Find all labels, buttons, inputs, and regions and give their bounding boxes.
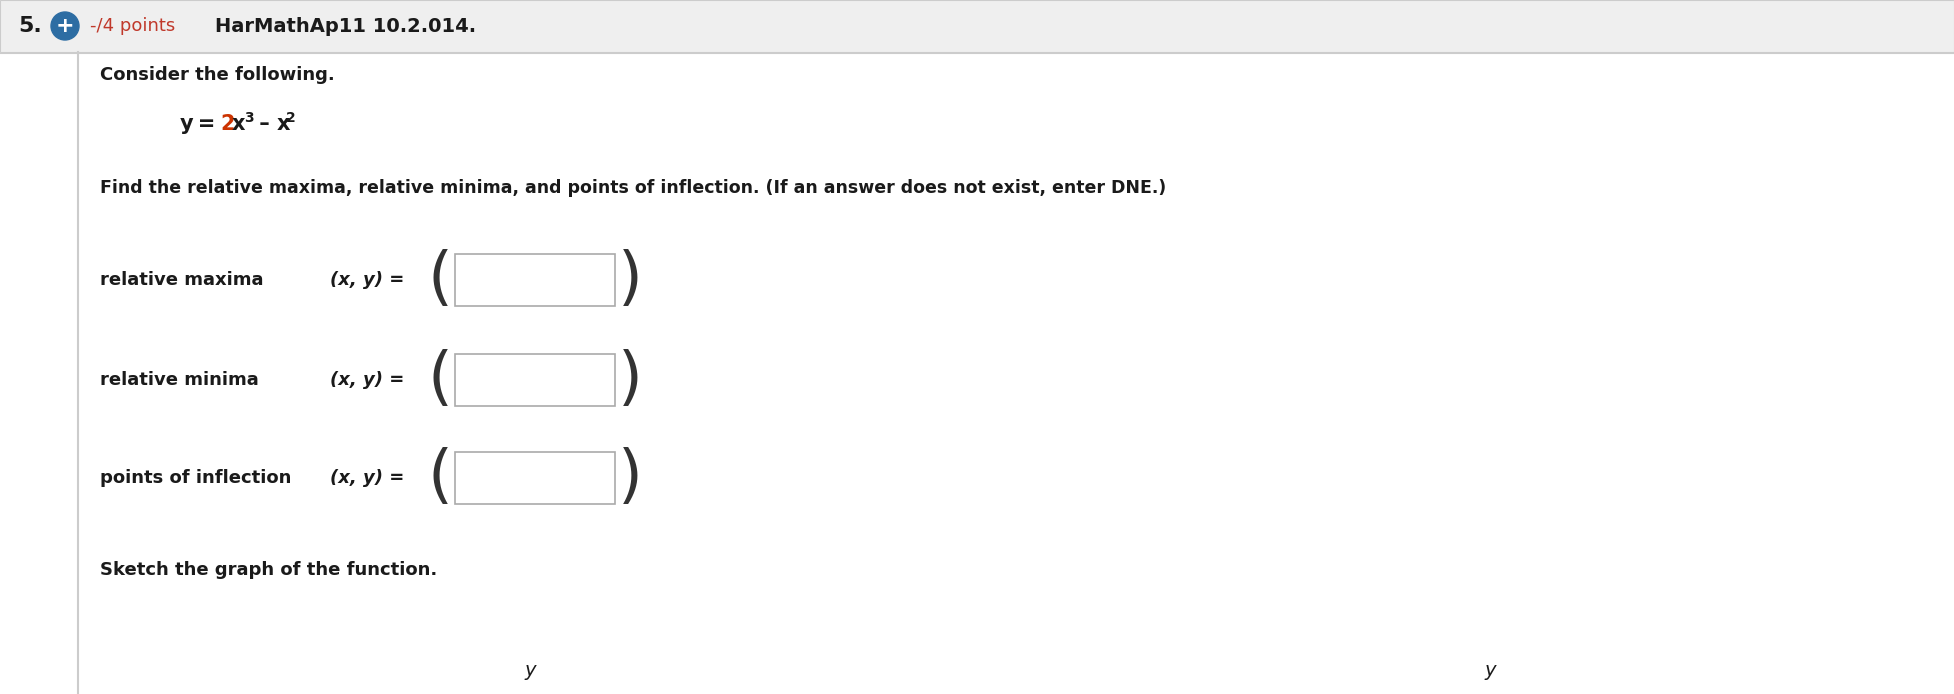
Text: HarMathAp11 10.2.014.: HarMathAp11 10.2.014.	[215, 17, 477, 35]
Text: (x, y) =: (x, y) =	[330, 271, 404, 289]
Text: ): )	[617, 447, 643, 509]
Text: Consider the following.: Consider the following.	[100, 66, 334, 84]
Text: Sketch the graph of the function.: Sketch the graph of the function.	[100, 561, 438, 579]
Text: 2: 2	[285, 111, 295, 125]
Text: 5.: 5.	[18, 16, 41, 36]
Text: (x, y) =: (x, y) =	[330, 371, 404, 389]
Text: y =: y =	[180, 114, 219, 134]
Text: (: (	[428, 349, 453, 411]
Text: y: y	[1485, 661, 1495, 679]
Text: (x, y) =: (x, y) =	[330, 469, 404, 487]
Text: y: y	[524, 661, 535, 679]
Text: (: (	[428, 447, 453, 509]
Text: -/4 points: -/4 points	[90, 17, 176, 35]
Text: x: x	[233, 114, 246, 134]
Text: 3: 3	[244, 111, 254, 125]
Text: 2: 2	[221, 114, 234, 134]
Text: +: +	[55, 16, 74, 36]
Text: ): )	[617, 349, 643, 411]
Text: relative minima: relative minima	[100, 371, 258, 389]
Text: – x: – x	[252, 114, 291, 134]
Bar	[455, 254, 616, 306]
Bar	[0, 0, 1954, 52]
Text: points of inflection: points of inflection	[100, 469, 291, 487]
Bar	[455, 452, 616, 504]
Circle shape	[51, 12, 78, 40]
Text: Find the relative maxima, relative minima, and points of inflection. (If an answ: Find the relative maxima, relative minim…	[100, 179, 1167, 197]
Text: (: (	[428, 249, 453, 311]
Bar	[455, 354, 616, 406]
Text: ): )	[617, 249, 643, 311]
Text: relative maxima: relative maxima	[100, 271, 264, 289]
